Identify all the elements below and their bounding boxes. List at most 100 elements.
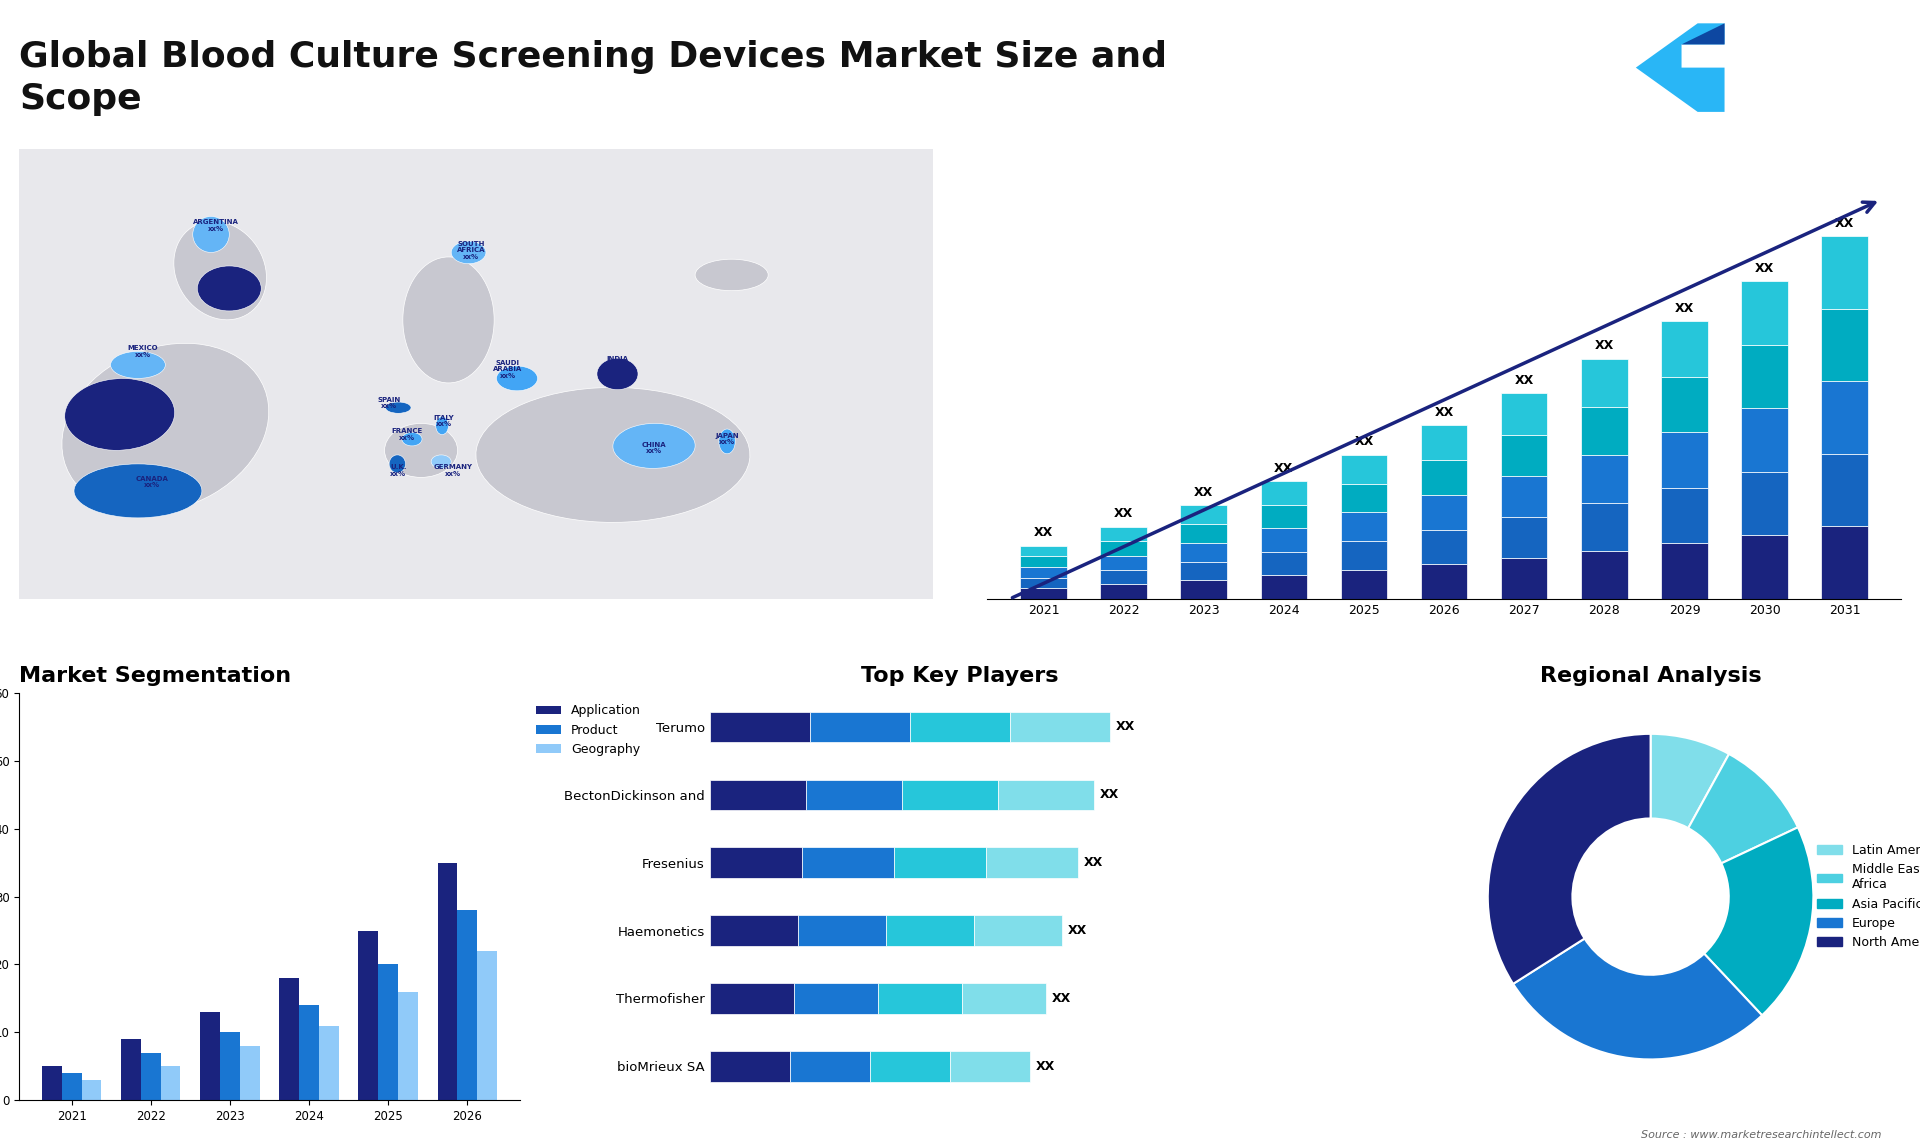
Bar: [1661, 543, 1707, 599]
Bar: [1501, 393, 1548, 434]
Bar: [710, 983, 793, 1014]
Bar: [1010, 712, 1110, 743]
Ellipse shape: [384, 423, 457, 478]
Ellipse shape: [612, 423, 695, 469]
Text: U.S.
xx%: U.S. xx%: [98, 394, 113, 407]
Bar: [1261, 575, 1308, 599]
Ellipse shape: [401, 432, 422, 446]
Bar: [378, 965, 397, 1100]
Bar: [793, 983, 877, 1014]
Bar: [962, 983, 1046, 1014]
Text: XX: XX: [1755, 262, 1774, 275]
Bar: [1100, 527, 1146, 541]
Bar: [998, 779, 1094, 810]
Ellipse shape: [403, 257, 493, 383]
Bar: [1421, 425, 1467, 461]
Ellipse shape: [597, 359, 637, 390]
Wedge shape: [1688, 754, 1797, 863]
Text: Source : www.marketresearchintellect.com: Source : www.marketresearchintellect.com: [1642, 1130, 1882, 1140]
Ellipse shape: [390, 455, 405, 473]
Text: CHINA
xx%: CHINA xx%: [641, 442, 666, 455]
Wedge shape: [1705, 827, 1812, 1015]
Title: Top Key Players: Top Key Players: [862, 666, 1058, 686]
Text: XX: XX: [1515, 374, 1534, 387]
Bar: [1822, 382, 1868, 454]
Polygon shape: [1636, 23, 1724, 112]
Bar: [803, 847, 895, 878]
Bar: [1020, 545, 1068, 556]
Bar: [710, 779, 806, 810]
Bar: [1340, 455, 1388, 484]
Bar: [61, 1073, 81, 1100]
Bar: [1580, 503, 1628, 551]
Legend: Application, Product, Geography: Application, Product, Geography: [530, 699, 645, 761]
Bar: [1661, 488, 1707, 543]
Bar: [397, 991, 419, 1100]
Ellipse shape: [198, 266, 261, 311]
Bar: [1020, 567, 1068, 578]
Bar: [1181, 524, 1227, 543]
Bar: [1421, 564, 1467, 599]
Bar: [1340, 484, 1388, 512]
Bar: [200, 1012, 221, 1100]
Text: ARGENTINA
xx%: ARGENTINA xx%: [192, 219, 238, 231]
Bar: [870, 1051, 950, 1082]
Title: Regional Analysis: Regional Analysis: [1540, 666, 1761, 686]
Bar: [710, 916, 799, 945]
Wedge shape: [1651, 733, 1730, 829]
Bar: [319, 1026, 338, 1100]
Bar: [1100, 584, 1146, 599]
Bar: [1822, 236, 1868, 308]
Bar: [1261, 552, 1308, 575]
Text: ITALY
xx%: ITALY xx%: [434, 415, 455, 427]
Ellipse shape: [65, 378, 175, 450]
Text: SPAIN
xx%: SPAIN xx%: [378, 397, 401, 409]
Bar: [1181, 580, 1227, 599]
Text: RESEARCH: RESEARCH: [1788, 63, 1845, 72]
Ellipse shape: [61, 344, 269, 512]
Bar: [140, 1053, 161, 1100]
Bar: [1020, 556, 1068, 567]
Bar: [877, 983, 962, 1014]
Bar: [1580, 407, 1628, 455]
Bar: [1580, 359, 1628, 407]
Bar: [1181, 562, 1227, 580]
Bar: [895, 847, 987, 878]
Bar: [910, 712, 1010, 743]
Bar: [885, 916, 973, 945]
FancyBboxPatch shape: [10, 144, 941, 603]
Text: XX: XX: [1114, 508, 1133, 520]
Bar: [1741, 408, 1788, 472]
Bar: [1100, 570, 1146, 584]
Text: MARKET: MARKET: [1788, 38, 1834, 47]
Ellipse shape: [175, 221, 267, 320]
Bar: [240, 1046, 259, 1100]
Bar: [1501, 558, 1548, 599]
Bar: [278, 978, 300, 1100]
Text: XX: XX: [1052, 992, 1071, 1005]
Bar: [1822, 308, 1868, 382]
Text: XX: XX: [1836, 217, 1855, 229]
Bar: [710, 847, 803, 878]
Text: SOUTH
AFRICA
xx%: SOUTH AFRICA xx%: [457, 241, 486, 260]
Bar: [1822, 526, 1868, 599]
Bar: [81, 1080, 102, 1100]
Bar: [121, 1039, 140, 1100]
Ellipse shape: [75, 464, 202, 518]
Ellipse shape: [476, 387, 751, 523]
Bar: [806, 779, 902, 810]
Bar: [1421, 495, 1467, 529]
Bar: [1261, 481, 1308, 505]
Bar: [476, 951, 497, 1100]
Bar: [1741, 282, 1788, 345]
Bar: [902, 779, 998, 810]
Bar: [1822, 454, 1868, 526]
Ellipse shape: [718, 429, 735, 454]
Bar: [1020, 588, 1068, 599]
Bar: [710, 1051, 789, 1082]
Bar: [1741, 472, 1788, 535]
Bar: [1100, 556, 1146, 570]
Bar: [1580, 551, 1628, 599]
Bar: [1501, 476, 1548, 517]
Ellipse shape: [111, 352, 165, 378]
